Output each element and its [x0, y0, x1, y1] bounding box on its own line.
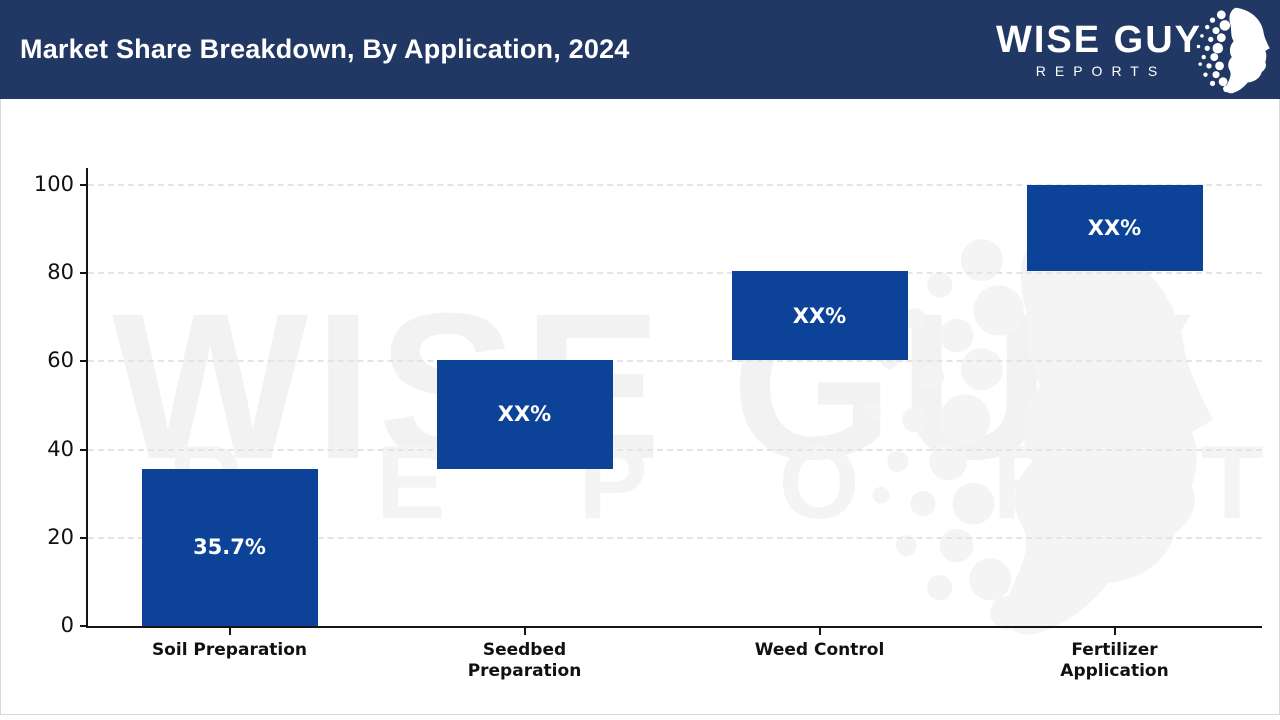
x-tick-mark: [1113, 628, 1116, 635]
bar-value-label: XX%: [1087, 215, 1142, 240]
logo-subtitle: REPORTS: [1035, 62, 1167, 79]
x-category-label: Seedbed Preparation: [467, 640, 582, 681]
gridline: [88, 448, 1262, 451]
wise-guy-reports-logo: WISE GUY REPORTS: [996, 6, 1280, 94]
bar-value-label: XX%: [792, 303, 847, 328]
bar-value-label: 35.7%: [193, 535, 266, 560]
y-tick-mark: [80, 536, 88, 539]
header-bar: Market Share Breakdown, By Application, …: [0, 0, 1280, 99]
y-axis-line: [86, 168, 88, 628]
y-tick-mark: [80, 448, 88, 451]
gridline: [88, 272, 1262, 275]
logo-text: WISE GUY REPORTS: [996, 21, 1202, 79]
y-tick-mark: [80, 184, 88, 186]
gridline: [88, 536, 1262, 539]
waterfall-bar: 35.7%: [141, 468, 318, 626]
logo-name: WISE GUY: [995, 18, 1202, 61]
y-tick-mark: [80, 272, 88, 275]
waterfall-bar: XX%: [1026, 185, 1203, 271]
gridline: [88, 360, 1262, 363]
waterfall-bar: XX%: [731, 270, 908, 361]
y-tick-label: 0: [60, 613, 74, 637]
y-tick-label: 60: [47, 348, 74, 373]
x-category-label: Soil Preparation: [151, 640, 308, 660]
x-category-label: Weed Control: [754, 640, 885, 660]
x-tick-mark: [228, 628, 231, 635]
waterfall-bar: XX%: [436, 360, 613, 469]
gridline: [88, 184, 1262, 186]
bar-value-label: XX%: [497, 402, 552, 427]
x-tick-mark: [818, 628, 821, 635]
y-tick-label: 40: [47, 436, 74, 461]
y-tick-label: 80: [47, 260, 74, 285]
header-background: [0, 0, 1280, 99]
chart-title: Market Share Breakdown, By Application, …: [20, 34, 630, 64]
x-axis-line: [86, 626, 1262, 628]
y-tick-label: 100: [33, 172, 74, 196]
x-category-label: Fertilizer Application: [1060, 640, 1169, 681]
y-tick-label: 20: [47, 524, 74, 549]
x-tick-mark: [523, 628, 526, 635]
y-tick-mark: [80, 360, 88, 363]
y-tick-mark: [80, 625, 88, 627]
